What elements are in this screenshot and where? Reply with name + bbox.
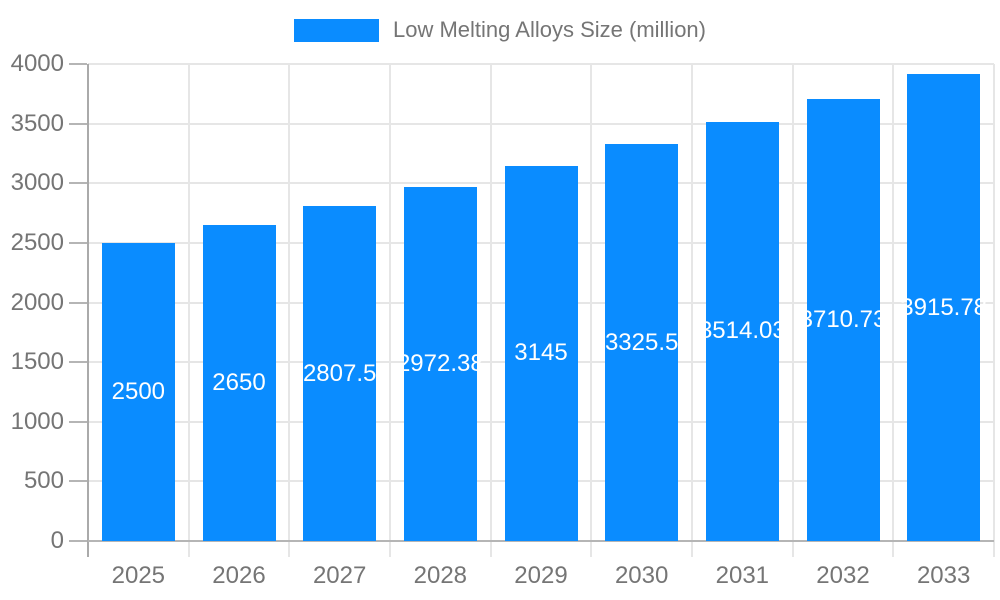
h-gridline: [88, 122, 994, 125]
bar[interactable]: [806, 98, 880, 541]
bar[interactable]: [202, 225, 276, 541]
legend[interactable]: Low Melting Alloys Size (million): [0, 17, 1000, 43]
h-gridline: [88, 63, 994, 65]
bar[interactable]: [403, 186, 477, 541]
y-tick-label: 1500: [10, 348, 64, 376]
v-gridline: [590, 64, 593, 557]
x-tick-label: 2028: [413, 562, 468, 589]
x-tick-label: 2031: [715, 562, 770, 589]
v-gridline: [892, 64, 895, 557]
legend-label: Low Melting Alloys Size (million): [393, 17, 706, 42]
v-gridline: [791, 64, 794, 557]
v-gridline: [389, 64, 391, 557]
x-tick-label: 2027: [312, 562, 367, 589]
y-axis-tick: [69, 63, 87, 65]
v-gridline: [489, 64, 492, 557]
y-tick-label: 2500: [10, 228, 64, 256]
bar[interactable]: [705, 121, 779, 541]
v-gridline: [187, 64, 190, 557]
y-tick-label: 3500: [10, 109, 64, 137]
x-tick-label: 2032: [816, 562, 870, 589]
bar[interactable]: [303, 206, 377, 541]
x-tick-label: 2026: [212, 562, 266, 589]
x-axis-line: [88, 540, 994, 542]
plot-area: 0 500 1000 1500 2000 2500 3000 3500 4000 2500 2025…: [11, 50, 995, 589]
y-tick-label: 1000: [10, 407, 64, 435]
y-axis-tick: [69, 361, 87, 364]
v-gridline: [288, 64, 291, 557]
x-tick-label: 2025: [111, 562, 166, 589]
v-gridline: [993, 64, 995, 557]
y-tick-label: 0: [50, 527, 64, 554]
y-axis-tick: [69, 480, 87, 483]
bar[interactable]: [605, 144, 679, 541]
y-axis-tick: [69, 301, 87, 304]
y-axis-tick: [69, 540, 87, 542]
y-axis-tick: [69, 241, 87, 244]
y-axis-tick: [69, 122, 87, 125]
legend-swatch-icon: [294, 18, 379, 42]
v-gridline: [691, 64, 693, 557]
x-tick-label: 2029: [514, 562, 568, 589]
bar[interactable]: [504, 165, 578, 541]
x-tick-label: 2033: [916, 562, 971, 589]
bar[interactable]: [907, 74, 981, 541]
y-axis-tick: [69, 420, 87, 423]
y-tick-label: 4000: [10, 50, 64, 77]
y-axis-line: [87, 64, 89, 557]
y-axis-tick: [69, 182, 87, 185]
bar[interactable]: [101, 242, 175, 541]
y-tick-label: 500: [23, 467, 64, 495]
y-tick-label: 2000: [10, 288, 64, 316]
x-tick-label: 2030: [614, 562, 669, 589]
y-tick-label: 3000: [10, 169, 64, 197]
